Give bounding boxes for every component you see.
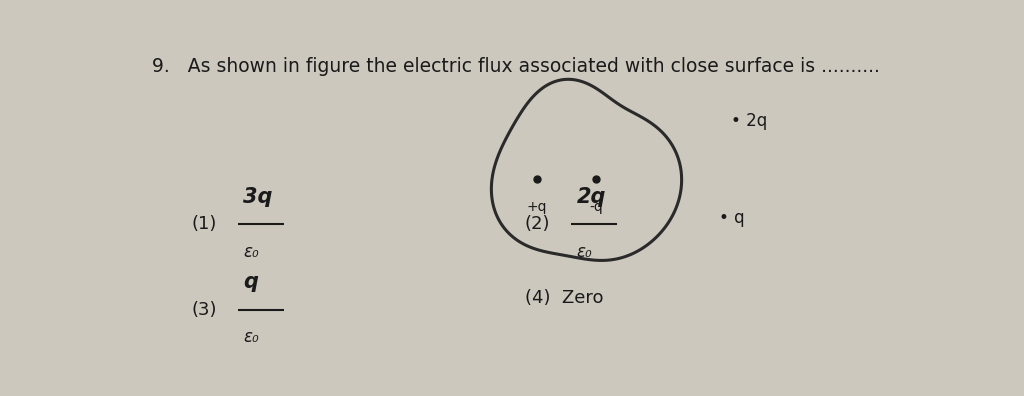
Text: (2): (2) <box>524 215 550 233</box>
Text: -q: -q <box>590 200 603 214</box>
Text: +q: +q <box>526 200 547 214</box>
Text: 2q: 2q <box>577 187 606 207</box>
Text: • 2q: • 2q <box>731 112 767 130</box>
Text: ε₀: ε₀ <box>243 328 259 346</box>
Text: q: q <box>243 272 258 292</box>
Text: (3): (3) <box>191 301 217 319</box>
Text: 9.   As shown in figure the electric flux associated with close surface is .....: 9. As shown in figure the electric flux … <box>152 57 880 76</box>
Text: ε₀: ε₀ <box>243 243 259 261</box>
Text: 3q: 3q <box>243 187 272 207</box>
Text: (4)  Zero: (4) Zero <box>524 289 603 307</box>
Text: (1): (1) <box>191 215 217 233</box>
Text: ε₀: ε₀ <box>577 243 592 261</box>
Text: • q: • q <box>719 209 744 227</box>
